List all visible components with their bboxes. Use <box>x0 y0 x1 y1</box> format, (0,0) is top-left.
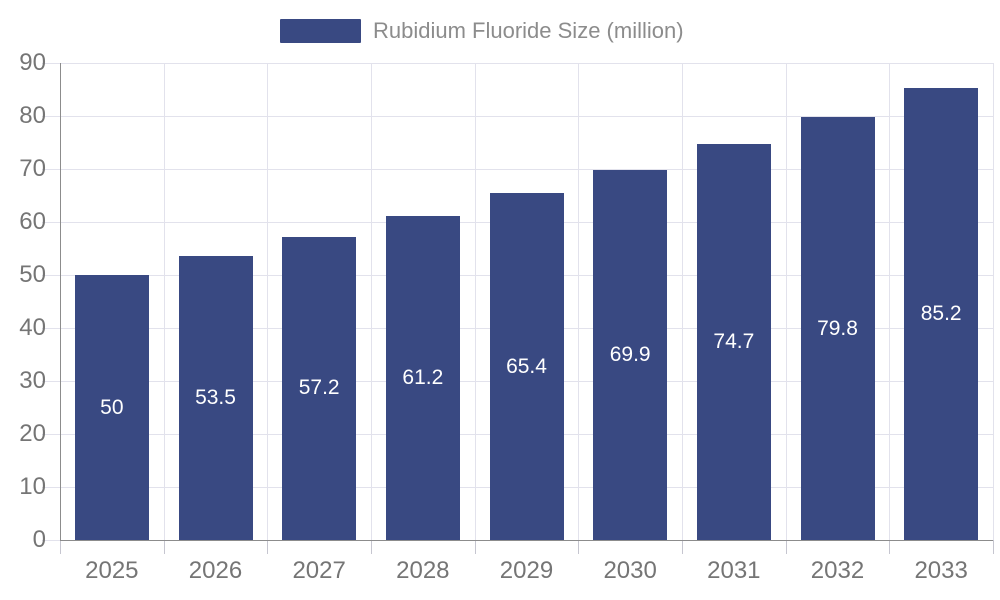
x-axis-label: 2028 <box>396 557 450 584</box>
v-gridline <box>267 63 269 540</box>
x-axis-tick <box>474 540 476 554</box>
bar-2027[interactable]: 57.2 <box>282 236 357 540</box>
h-gridline <box>60 63 993 64</box>
x-axis-tick <box>785 540 787 554</box>
x-axis-tick <box>163 540 165 554</box>
y-axis-label: 70 <box>19 155 46 182</box>
x-axis-tick <box>578 540 580 554</box>
x-axis-label: 2030 <box>603 557 657 584</box>
bar-value-label: 53.5 <box>195 386 236 410</box>
x-axis-tick <box>60 540 61 554</box>
bar-2030[interactable]: 69.9 <box>593 169 668 540</box>
y-axis-tick <box>42 434 60 435</box>
v-gridline <box>474 63 476 540</box>
x-axis-label: 2027 <box>292 557 346 584</box>
bar-2029[interactable]: 65.4 <box>489 193 564 540</box>
y-axis-tick <box>42 63 60 64</box>
y-axis-label: 50 <box>19 261 46 288</box>
y-axis-label: 80 <box>19 102 46 129</box>
y-axis-tick <box>42 540 60 541</box>
v-gridline <box>785 63 787 540</box>
v-gridline <box>371 63 372 540</box>
h-gridline <box>60 116 993 117</box>
y-axis-label: 60 <box>19 208 46 235</box>
bar-value-label: 50 <box>100 395 124 419</box>
bar-2033[interactable]: 85.2 <box>904 88 979 540</box>
v-gridline <box>682 63 683 540</box>
v-gridline <box>578 63 580 540</box>
y-axis-tick <box>42 487 60 488</box>
bar-2026[interactable]: 53.5 <box>178 256 253 540</box>
x-axis-label: 2029 <box>499 557 554 584</box>
x-axis-tick <box>371 540 372 554</box>
y-axis-tick <box>42 116 60 117</box>
y-axis-label: 90 <box>19 49 46 76</box>
x-axis-label: 2025 <box>85 557 139 584</box>
bar-value-label: 57.2 <box>298 376 340 400</box>
y-axis-label: 10 <box>19 473 46 500</box>
bar-value-label: 69.9 <box>609 342 651 366</box>
y-axis-label: 20 <box>19 420 46 447</box>
y-axis-tick <box>42 275 60 276</box>
y-axis-label: 30 <box>19 367 46 394</box>
y-axis-label: 40 <box>19 314 46 341</box>
legend-swatch <box>280 19 361 43</box>
x-axis-label: 2033 <box>914 557 968 584</box>
x-axis-label: 2026 <box>188 557 243 584</box>
bar-2025[interactable]: 50 <box>74 275 149 540</box>
x-axis-line <box>60 540 993 541</box>
legend-label: Rubidium Fluoride Size (million) <box>373 18 684 43</box>
x-axis-tick <box>267 540 269 554</box>
bar-value-label: 61.2 <box>402 365 444 389</box>
x-axis-tick <box>889 540 891 554</box>
bar-value-label: 79.8 <box>817 316 858 340</box>
v-gridline <box>163 63 165 540</box>
y-axis-tick <box>42 169 60 170</box>
x-axis-label: 2031 <box>707 557 761 584</box>
x-axis-label: 2032 <box>810 557 865 584</box>
bar-2031[interactable]: 74.7 <box>696 144 771 540</box>
x-axis-tick <box>993 540 994 554</box>
bar-value-label: 74.7 <box>713 330 755 354</box>
bar-value-label: 65.4 <box>506 354 547 378</box>
y-axis-line <box>60 63 61 541</box>
legend-item[interactable]: Rubidium Fluoride Size (million) <box>280 17 684 45</box>
v-gridline <box>993 63 994 540</box>
bar-value-label: 85.2 <box>920 302 962 326</box>
v-gridline <box>889 63 891 540</box>
h-gridline <box>60 169 993 170</box>
y-axis-tick <box>42 381 60 382</box>
y-axis-tick <box>42 222 60 223</box>
x-axis-tick <box>682 540 683 554</box>
y-axis-label: 0 <box>32 526 46 553</box>
bar-2028[interactable]: 61.2 <box>385 215 460 540</box>
y-axis-tick <box>42 328 60 329</box>
bar-2032[interactable]: 79.8 <box>800 117 875 540</box>
